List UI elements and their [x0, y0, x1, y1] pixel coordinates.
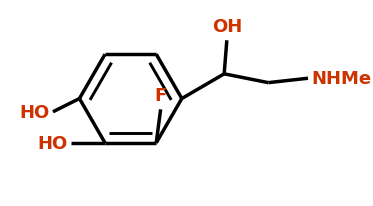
Text: F: F	[154, 87, 167, 104]
Text: HO: HO	[19, 103, 50, 121]
Text: NHMe: NHMe	[311, 70, 372, 88]
Text: OH: OH	[212, 18, 242, 36]
Text: HO: HO	[38, 134, 68, 152]
